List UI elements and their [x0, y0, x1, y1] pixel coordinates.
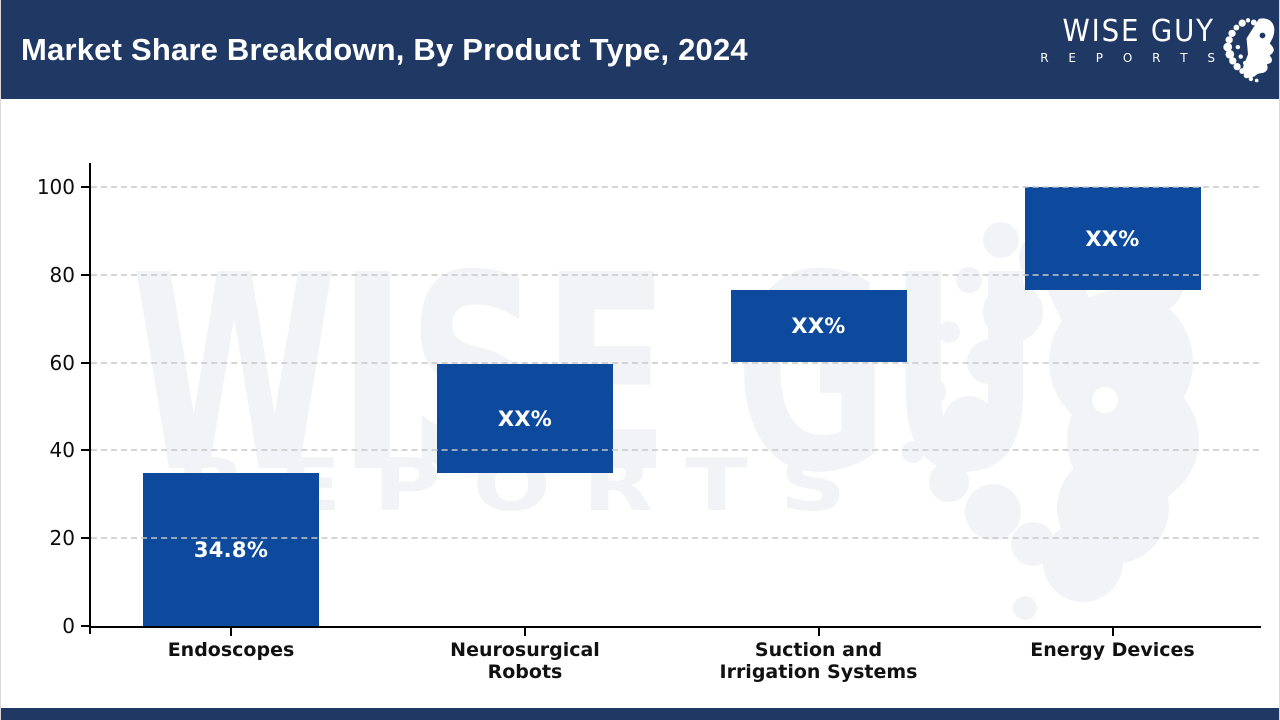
gridline — [91, 537, 1259, 540]
x-axis-category-label: Suction and Irrigation Systems — [669, 639, 969, 683]
bar-value-label: XX% — [791, 314, 846, 339]
y-axis-tick — [81, 537, 89, 540]
gridline — [91, 273, 1259, 276]
y-axis-tick-label: 60 — [49, 350, 75, 375]
y-axis-tick — [81, 186, 89, 188]
bar-value-label: 34.8% — [193, 537, 269, 562]
gridline — [91, 186, 1259, 188]
x-axis-tick — [524, 628, 526, 636]
x-axis-category-line: Endoscopes — [167, 639, 295, 661]
wiseguy-face-icon — [1223, 18, 1275, 83]
x-axis-category-line: Neurosurgical — [450, 639, 600, 661]
y-axis-line — [89, 163, 91, 634]
bar-segment: XX% — [730, 290, 907, 363]
x-axis-tick — [817, 628, 820, 636]
x-axis-line — [89, 626, 1261, 628]
wiseguy-logo: WISE GUY R E P O R T S — [1040, 14, 1223, 65]
x-axis-tick — [1111, 628, 1114, 636]
x-axis-category-label: Neurosurgical Robots — [375, 639, 675, 683]
header-bar: Market Share Breakdown, By Product Type,… — [1, 0, 1279, 99]
bar-segment: 34.8% — [143, 473, 319, 626]
y-axis-tick — [81, 273, 89, 276]
x-axis-tick — [230, 628, 232, 636]
y-axis-tick-label: 20 — [49, 526, 75, 551]
x-axis-category-line: Irrigation Systems — [719, 661, 918, 683]
bar-value-label: XX% — [497, 406, 553, 431]
bar-value-label: XX% — [1085, 226, 1140, 251]
y-axis-tick — [81, 625, 89, 627]
gridline — [91, 361, 1259, 364]
bar-segment: XX% — [437, 364, 613, 474]
x-axis-category-label: Energy Devices — [963, 639, 1263, 661]
footer-bar — [1, 708, 1279, 720]
y-axis-tick — [81, 361, 89, 364]
x-axis-category-label: Endoscopes — [81, 639, 381, 661]
gridline — [91, 449, 1259, 452]
y-axis-tick — [81, 449, 89, 452]
logo-name: WISE GUY — [1062, 14, 1216, 49]
x-axis-category-line: Suction and — [754, 639, 883, 661]
page-title: Market Share Breakdown, By Product Type,… — [21, 31, 748, 67]
x-axis-category-line: Robots — [487, 661, 563, 683]
y-axis-tick-label: 40 — [49, 438, 75, 463]
y-axis-tick-label: 100 — [36, 175, 75, 199]
x-axis-category-line: Energy Devices — [1030, 639, 1195, 661]
logo-sub: R E P O R T S — [1040, 51, 1223, 65]
y-axis-tick-label: 0 — [62, 614, 75, 638]
y-axis-tick-label: 80 — [49, 262, 75, 287]
